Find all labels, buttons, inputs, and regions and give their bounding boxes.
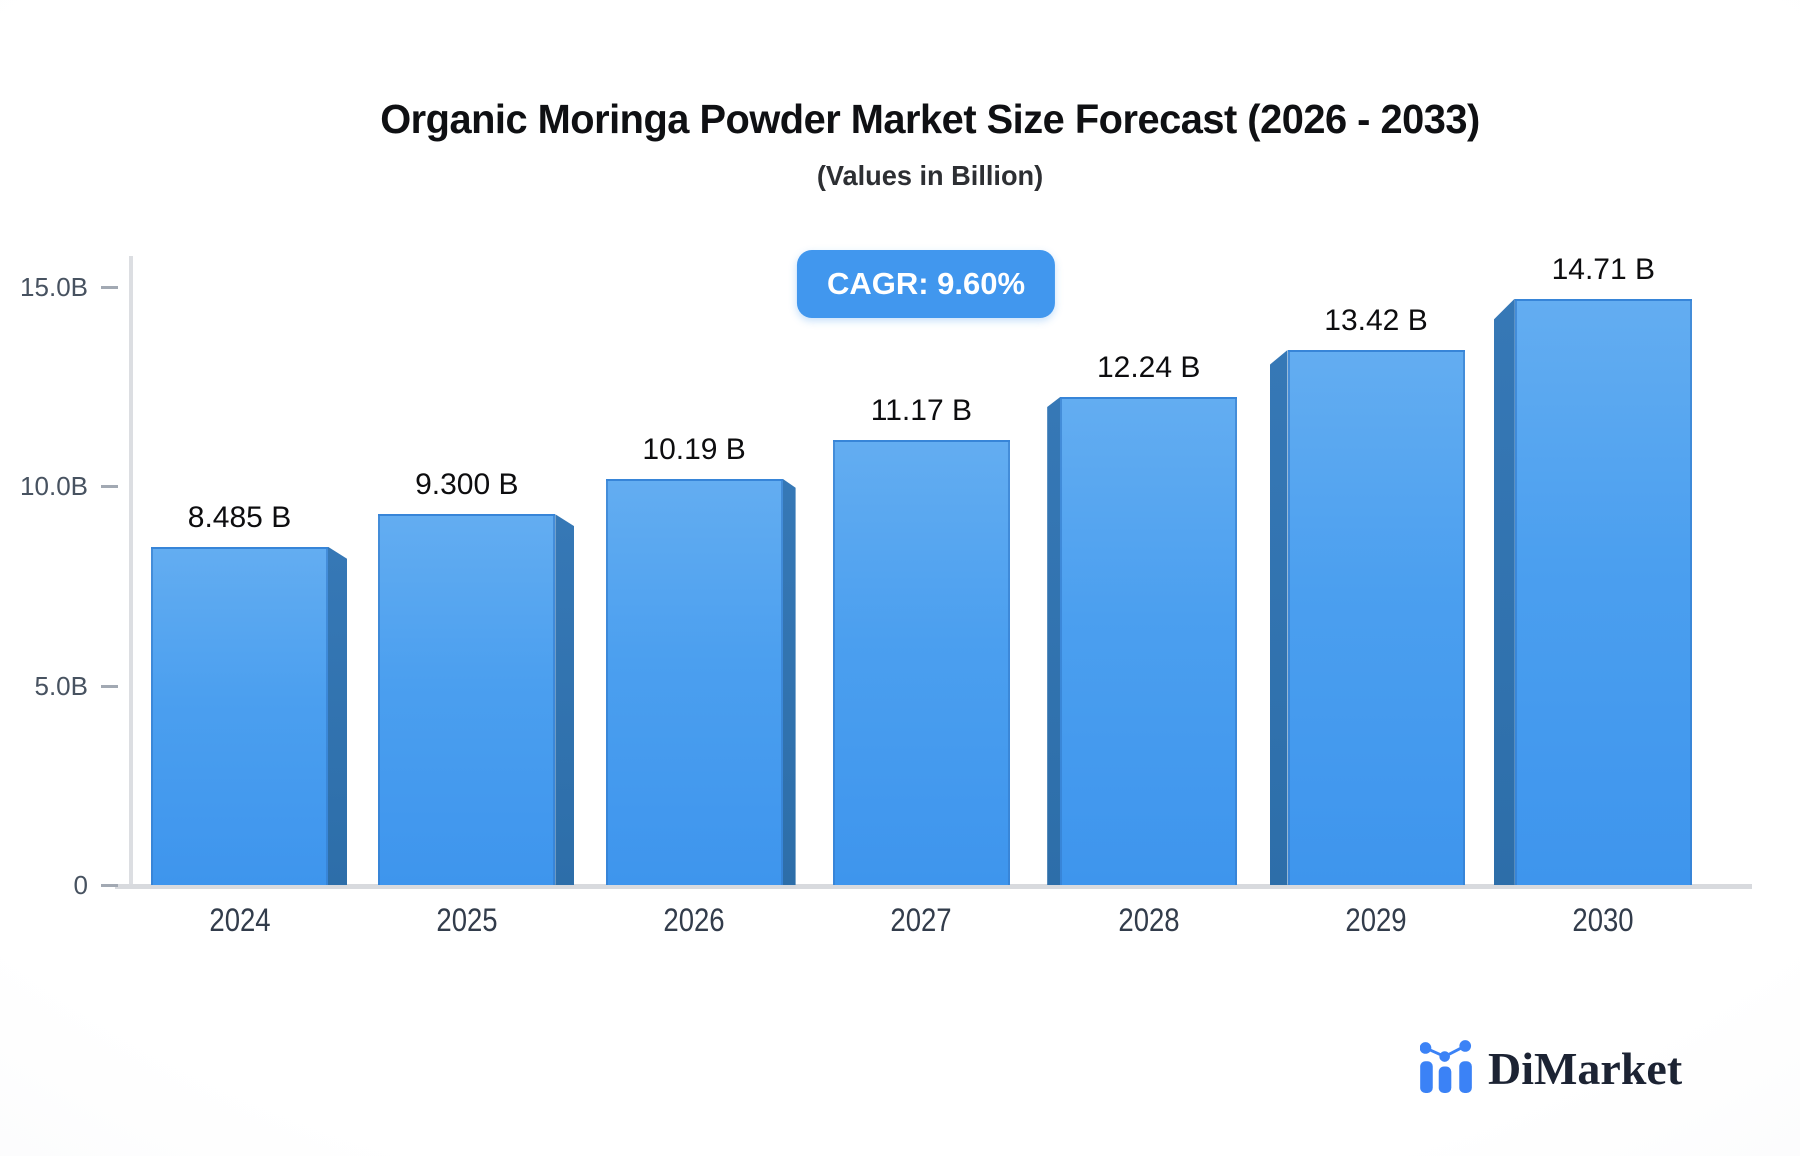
cagr-badge: CAGR: 9.60% — [796, 250, 1056, 318]
x-axis-label: 2026 — [663, 902, 725, 938]
bar-2025[interactable] — [378, 514, 556, 885]
y-axis-tick — [101, 684, 118, 688]
chart-subtitle: (Values in Billion) — [816, 160, 1044, 191]
x-axis-baseline — [115, 884, 1752, 889]
bar-value-label: 10.19 B — [642, 432, 746, 466]
y-axis-tick — [101, 285, 118, 289]
x-axis-label: 2028 — [1118, 902, 1180, 938]
bar-2026[interactable] — [605, 478, 783, 885]
bar-2027[interactable] — [832, 439, 1010, 885]
x-axis-label: 2027 — [890, 902, 953, 938]
bar-value-label: 12.24 B — [1096, 350, 1201, 384]
bar-value-label: 8.485 B — [187, 500, 292, 534]
bar-2028[interactable] — [1060, 396, 1238, 885]
logo-text: DiMarket — [1488, 1043, 1683, 1094]
bar-side-2026 — [782, 478, 796, 885]
bar-side-2028 — [1047, 396, 1061, 885]
y-axis-tick — [101, 485, 118, 489]
bar-2029[interactable] — [1287, 349, 1465, 885]
x-axis-label: 2029 — [1345, 902, 1407, 938]
bar-value-label: 14.71 B — [1551, 252, 1656, 286]
bar-side-2029 — [1269, 349, 1288, 885]
y-axis-tick-label: 10.0B — [20, 471, 88, 502]
x-axis-label: 2025 — [436, 902, 498, 938]
y-axis-line — [129, 256, 133, 887]
bar-line-chart-icon — [1419, 1040, 1476, 1098]
y-axis-tick-label: 15.0B — [20, 271, 88, 302]
bar-side-2024 — [328, 546, 347, 885]
y-axis-tick — [101, 884, 118, 887]
bar-value-label: 9.300 B — [415, 468, 519, 502]
bar-side-2025 — [555, 514, 575, 885]
y-axis-tick-label: 5.0B — [34, 670, 89, 701]
bar-value-label: 13.42 B — [1324, 303, 1428, 337]
y-axis-tick-label: 0 — [73, 870, 88, 900]
bar-2030[interactable] — [1514, 298, 1692, 885]
dimarket-logo: DiMarket — [1419, 1040, 1683, 1098]
bar-2024[interactable] — [151, 546, 328, 885]
chart-title: Organic Moringa Powder Market Size Forec… — [380, 96, 1480, 142]
x-axis-label: 2024 — [208, 902, 271, 938]
bar-value-label: 11.17 B — [870, 393, 972, 427]
bar-side-2030 — [1493, 298, 1515, 885]
x-axis-label: 2030 — [1572, 902, 1634, 938]
